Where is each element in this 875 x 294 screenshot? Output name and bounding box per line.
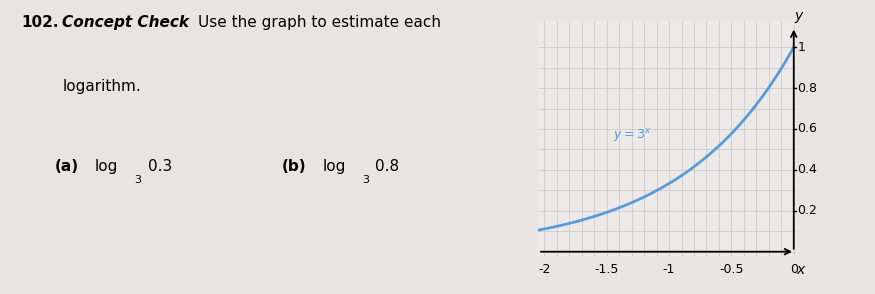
Text: 102.: 102. (22, 15, 60, 30)
Text: $y$: $y$ (794, 10, 805, 25)
Text: (a): (a) (54, 159, 79, 174)
Text: -2: -2 (538, 263, 550, 276)
Text: 1: 1 (797, 41, 805, 54)
Text: 0: 0 (790, 263, 798, 276)
Text: 3: 3 (362, 175, 369, 185)
Text: 3: 3 (135, 175, 142, 185)
Text: log: log (323, 159, 346, 174)
Text: $y = 3^x$: $y = 3^x$ (613, 127, 651, 143)
Text: $x$: $x$ (796, 263, 807, 277)
Text: logarithm.: logarithm. (62, 79, 141, 94)
Text: -1.5: -1.5 (594, 263, 619, 276)
Text: Concept Check: Concept Check (62, 15, 189, 30)
Text: 0.6: 0.6 (797, 123, 817, 136)
Text: 0.8: 0.8 (797, 81, 817, 95)
Text: 0.3: 0.3 (148, 159, 172, 174)
Text: 0.8: 0.8 (375, 159, 400, 174)
Text: -1: -1 (663, 263, 676, 276)
Text: log: log (95, 159, 118, 174)
Text: 0.4: 0.4 (797, 163, 817, 176)
Text: (b): (b) (282, 159, 307, 174)
Text: 0.2: 0.2 (797, 204, 817, 217)
Text: -0.5: -0.5 (719, 263, 744, 276)
Text: Use the graph to estimate each: Use the graph to estimate each (198, 15, 441, 30)
